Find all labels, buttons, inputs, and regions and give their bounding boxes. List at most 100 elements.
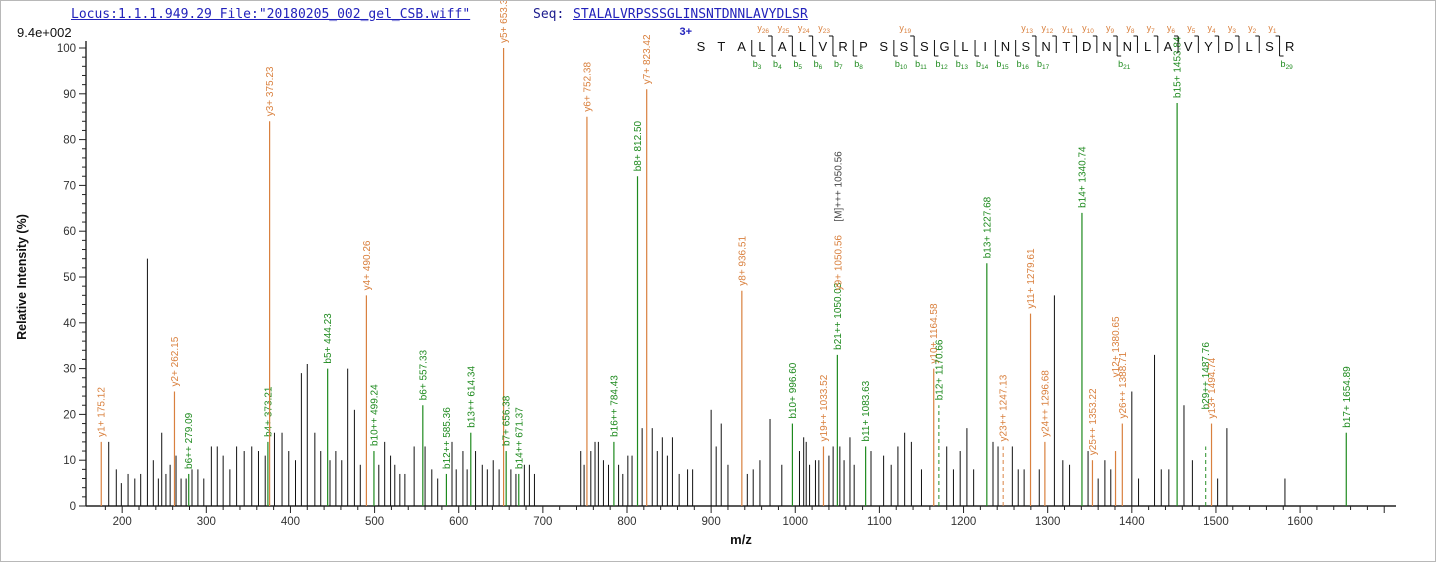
ladder-y-ion-label: y2: [1248, 23, 1257, 35]
ladder-y-ion-label: y11: [1062, 23, 1074, 35]
peak-label: b21++ 1050.03: [833, 282, 844, 350]
y-tick-label: 40: [63, 318, 76, 330]
peak-label: y24++ 1296.68: [1040, 370, 1051, 437]
residue-letter: N: [1123, 39, 1132, 54]
residue-letter: R: [838, 39, 847, 54]
x-tick-label: 900: [702, 516, 721, 528]
peak-label: y12+ 1380.65: [1111, 316, 1122, 377]
residue-letter: A: [1164, 39, 1173, 54]
ladder-b-ion-label: b3: [753, 59, 762, 71]
locus-file-header: Locus:1.1.1.949.29 File:"20180205_002_ge…: [71, 7, 471, 22]
peak-label: y5+ 653.32: [499, 1, 510, 43]
peak-label: b10+ 996.60: [788, 362, 799, 418]
residue-letter: D: [1224, 39, 1233, 54]
ladder-b-ion-label: b7: [834, 59, 843, 71]
ladder-y-ion-label: y3: [1228, 23, 1237, 35]
ladder-y-ion-label: y24: [798, 23, 810, 35]
ladder-b-ion-label: b13: [956, 59, 969, 71]
peak-label: b29++ 1487.76: [1201, 342, 1212, 410]
ladder-y-ion-label: y1: [1268, 23, 1277, 35]
peak-label: b13++ 614.34: [466, 366, 477, 428]
peak-label: y8+ 936.51: [737, 236, 748, 286]
residue-letter: R: [1285, 39, 1294, 54]
residue-letter: V: [818, 39, 827, 54]
peak-label: b6++ 279.09: [184, 412, 195, 469]
peak-label: y23++ 1247.13: [999, 374, 1010, 441]
residue-letter: P: [859, 39, 868, 54]
ladder-b-ion-label: b21: [1118, 59, 1131, 71]
residue-letter: L: [1144, 39, 1151, 54]
ladder-y-ion-label: y23: [818, 23, 830, 35]
residue-letter: S: [1021, 39, 1030, 54]
ladder-y-ion-label: y10: [1082, 23, 1094, 35]
ladder-b-ion-label: b16: [1017, 59, 1030, 71]
ladder-y-ion-label: y25: [778, 23, 790, 35]
peak-label: b7+ 656.38: [502, 395, 513, 446]
peak-label: b6+ 557.33: [418, 349, 429, 400]
x-tick-label: 600: [449, 516, 468, 528]
x-tick-label: 1600: [1287, 516, 1313, 528]
peak-label: y19++ 1033.52: [819, 374, 830, 441]
peak-label: y13+ 1494.74: [1207, 357, 1218, 418]
residue-letter: T: [1062, 39, 1070, 54]
y-tick-label: 50: [63, 272, 76, 284]
x-axis-title: m/z: [730, 532, 752, 547]
residue-letter: L: [758, 39, 765, 54]
peak-label: b15+ 1453.84: [1173, 36, 1184, 98]
peak-label: b12+ 1170.66: [934, 339, 945, 400]
x-tick-label: 1300: [1035, 516, 1061, 528]
peak-label: y2+ 262.15: [170, 336, 181, 386]
y-tick-label: 100: [57, 43, 76, 55]
ladder-b-ion-label: b17: [1037, 59, 1050, 71]
peak-label: y26++ 1388.71: [1118, 351, 1129, 418]
ladder-y-ion-label: y26: [757, 23, 769, 35]
precursor-charge-label: 3+: [679, 26, 692, 38]
sequence-label: Seq:: [533, 7, 565, 22]
y-tick-label: 70: [63, 180, 76, 192]
ladder-b-ion-label: b6: [814, 59, 823, 71]
y-tick-label: 60: [63, 226, 76, 238]
residue-letter: V: [1184, 39, 1193, 54]
ladder-b-ion-label: b11: [915, 59, 927, 71]
peak-label: y25++ 1353.22: [1088, 388, 1099, 455]
residue-letter: N: [1102, 39, 1111, 54]
ladder-y-ion-label: y13: [1021, 23, 1033, 35]
y-tick-label: 80: [63, 135, 76, 147]
ladder-y-ion-label: y6: [1167, 23, 1176, 35]
peak-label: y10+ 1164.58: [929, 303, 940, 364]
ladder-b-ion-label: b5: [793, 59, 802, 71]
residue-letter: N: [1041, 39, 1050, 54]
peak-label: b5+ 444.23: [323, 313, 334, 364]
y-axis-title: Relative Intensity (%): [15, 214, 29, 340]
peak-label: b14++ 671.37: [514, 407, 525, 469]
x-tick-label: 400: [281, 516, 300, 528]
x-tick-label: 1200: [951, 516, 977, 528]
residue-letter: A: [737, 39, 746, 54]
ladder-b-ion-label: b12: [935, 59, 948, 71]
peak-label: b13+ 1227.68: [982, 196, 993, 258]
residue-letter: A: [778, 39, 787, 54]
peak-label: y6+ 752.38: [582, 61, 593, 111]
residue-letter: I: [983, 39, 987, 54]
x-tick-label: 700: [533, 516, 552, 528]
peak-label: [M]+++ 1050.56: [833, 151, 844, 222]
ladder-y-ion-label: y12: [1042, 23, 1054, 35]
residue-letter: L: [799, 39, 806, 54]
x-tick-label: 1100: [867, 516, 892, 528]
residue-letter: G: [940, 39, 950, 54]
ladder-b-ion-label: b15: [996, 59, 1009, 71]
ladder-y-ion-label: y19: [899, 23, 911, 35]
peak-label: b4+ 373.21: [263, 386, 274, 437]
residue-letter: Y: [1204, 39, 1213, 54]
x-tick-label: 1500: [1203, 516, 1229, 528]
y-tick-label: 30: [63, 364, 76, 376]
residue-letter: S: [879, 39, 888, 54]
peak-label: b12++ 585.36: [442, 407, 453, 469]
y-tick-label: 90: [63, 89, 76, 101]
ladder-y-ion-label: y5: [1187, 23, 1196, 35]
x-tick-label: 800: [617, 516, 636, 528]
residue-letter: D: [1082, 39, 1091, 54]
residue-letter: N: [1001, 39, 1010, 54]
residue-letter: T: [717, 39, 725, 54]
